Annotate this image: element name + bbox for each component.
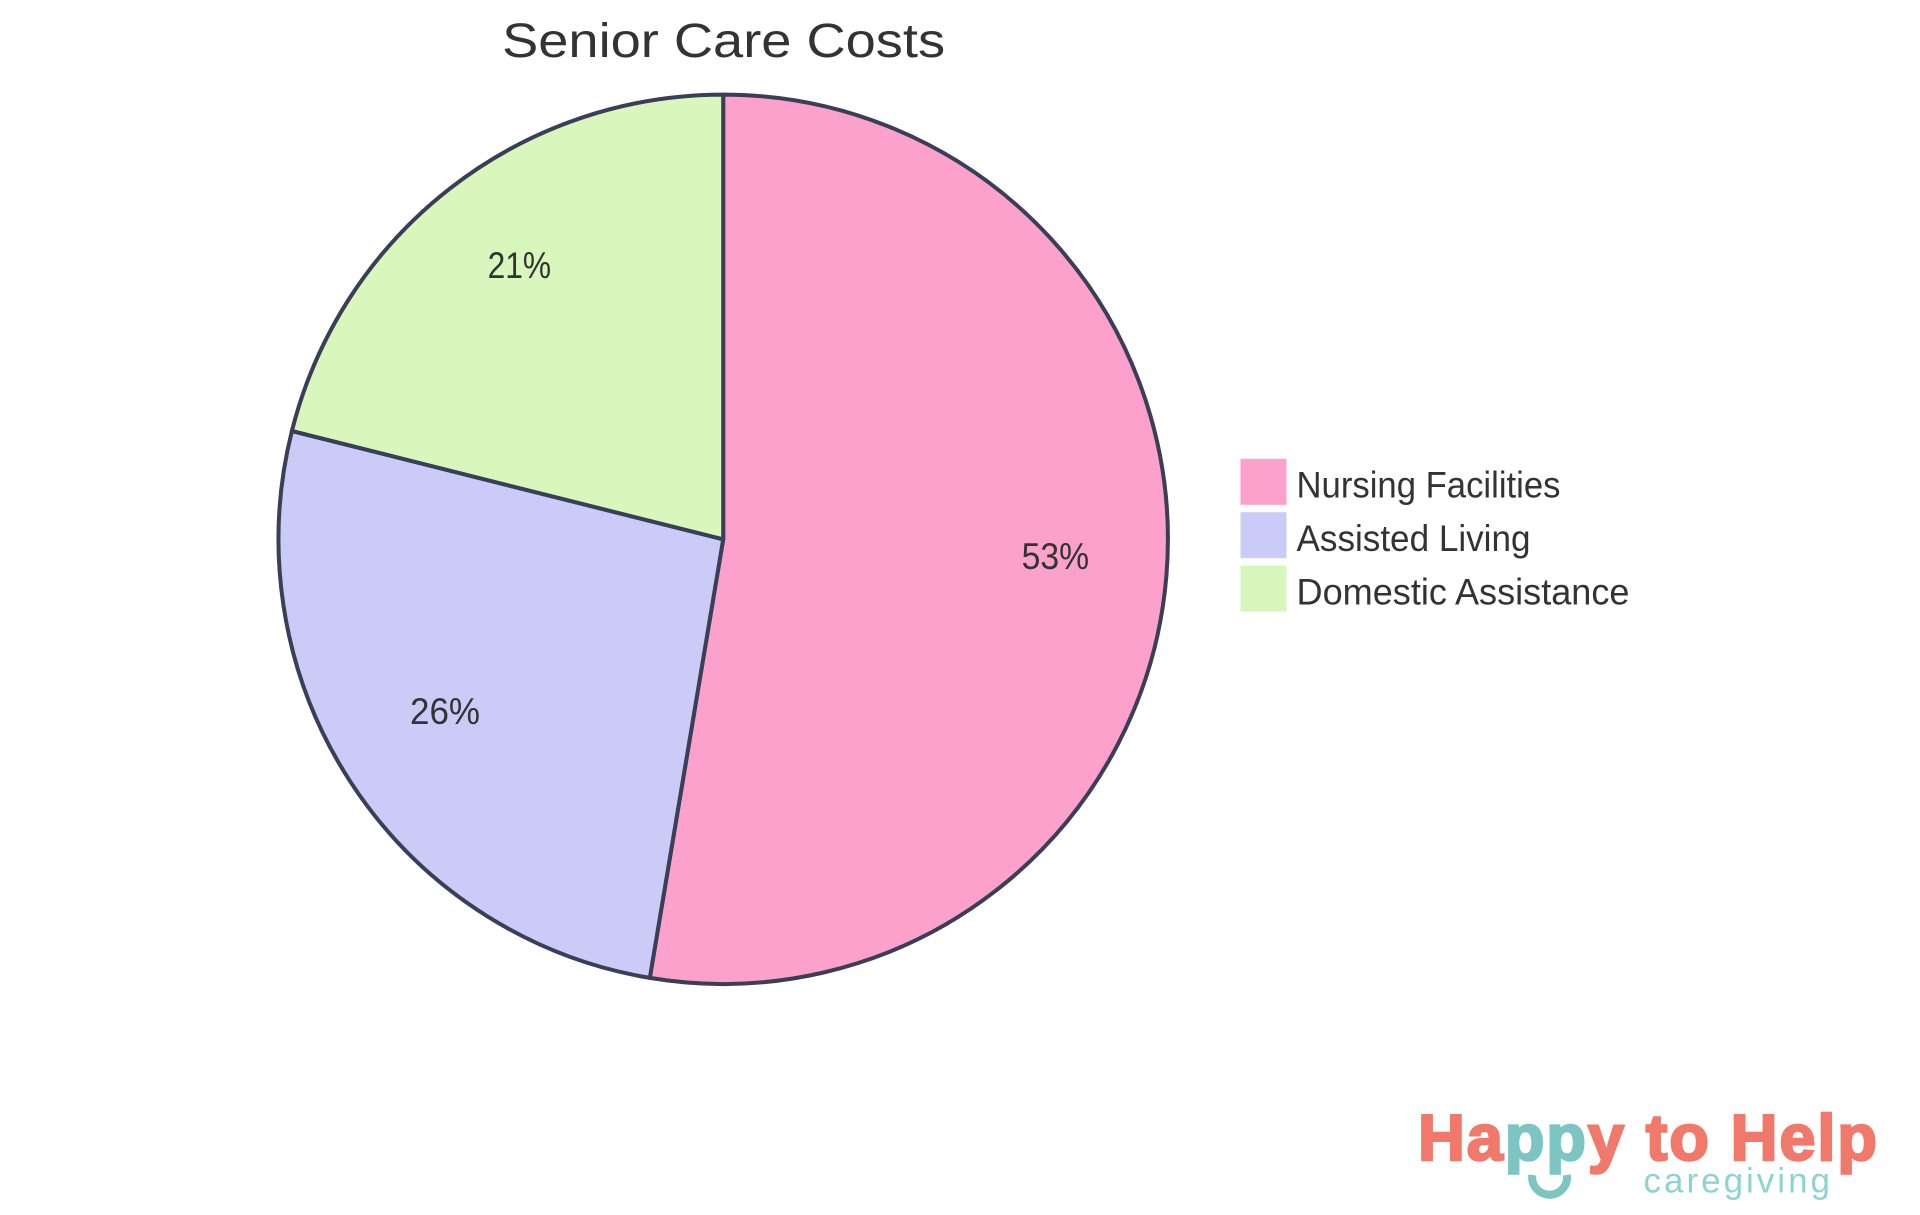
svg-text:Assisted Living: Assisted Living (1297, 518, 1531, 559)
svg-text:53%: 53% (1022, 536, 1090, 577)
svg-text:21%: 21% (488, 245, 552, 286)
svg-text:Domestic Assistance: Domestic Assistance (1297, 571, 1630, 612)
svg-text:caregiving: caregiving (1644, 1161, 1831, 1200)
svg-text:Nursing Facilities: Nursing Facilities (1297, 465, 1561, 506)
svg-text:26%: 26% (410, 691, 480, 732)
svg-text:Happy to Help: Happy to Help (1418, 1101, 1879, 1174)
svg-text:Senior Care Costs: Senior Care Costs (502, 15, 945, 68)
